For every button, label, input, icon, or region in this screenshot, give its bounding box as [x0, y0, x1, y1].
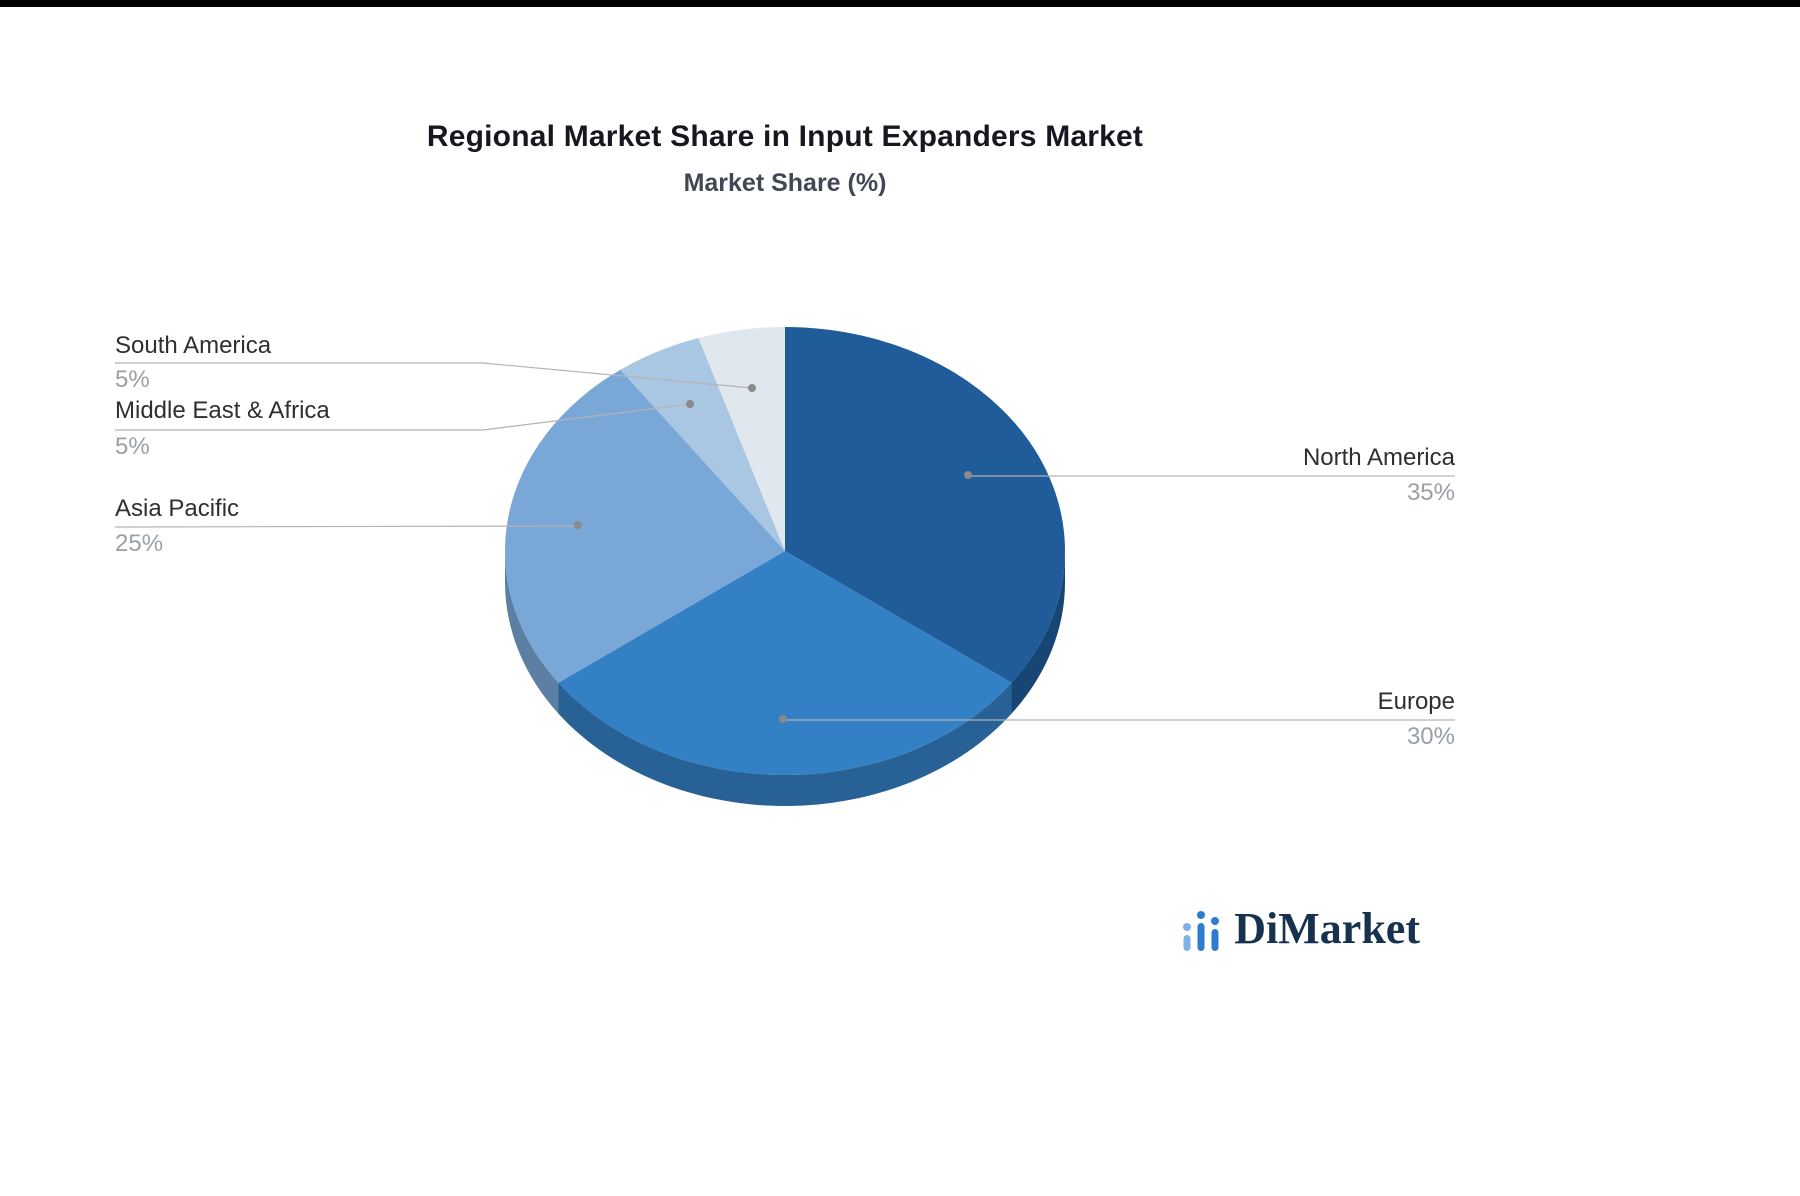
value-south-america: 5% [115, 366, 150, 393]
label-europe: Europe [1377, 688, 1455, 715]
value-asia-pacific: 25% [115, 530, 164, 557]
leader-dot-north-america [964, 471, 972, 479]
value-middle-east-africa: 5% [115, 433, 150, 460]
label-north-america: North America [1302, 444, 1455, 471]
chart-subtitle: Market Share (%) [683, 169, 887, 197]
leader-dot-middle-east-africa [686, 400, 694, 408]
pie-slice-south-america[interactable] [698, 327, 785, 551]
leader-dot-europe [779, 715, 787, 723]
label-asia-pacific: Asia Pacific [115, 495, 240, 522]
window-top-bar [0, 0, 1800, 7]
label-middle-east-africa: Middle East & Africa [115, 397, 330, 424]
leader-line-south-america [115, 362, 753, 389]
value-europe: 30% [1406, 723, 1455, 750]
leader-dot-asia-pacific [574, 521, 582, 529]
pie-slice-side-europe [558, 682, 1012, 806]
label-south-america: South America [115, 332, 272, 359]
pie-slice-asia-pacific[interactable] [505, 369, 785, 683]
pie-slice-north-america[interactable] [785, 327, 1065, 683]
pie-slice-middle-east-africa[interactable] [620, 337, 785, 551]
bar-chart-icon [1183, 911, 1220, 951]
pie-slice-europe[interactable] [558, 551, 1012, 775]
leader-line-middle-east-africa [115, 403, 691, 431]
value-north-america: 35% [1406, 479, 1455, 506]
chart-title: Regional Market Share in Input Expanders… [426, 120, 1144, 153]
pie-slice-side-asia-pacific [505, 551, 559, 714]
leader-dot-south-america [748, 384, 756, 392]
pie-slice-side-north-america [1011, 551, 1065, 714]
dimarket-logo: DiMarket [1182, 905, 1420, 953]
leader-line-asia-pacific [114, 525, 579, 528]
logo-text: DiMarket [1234, 904, 1420, 953]
